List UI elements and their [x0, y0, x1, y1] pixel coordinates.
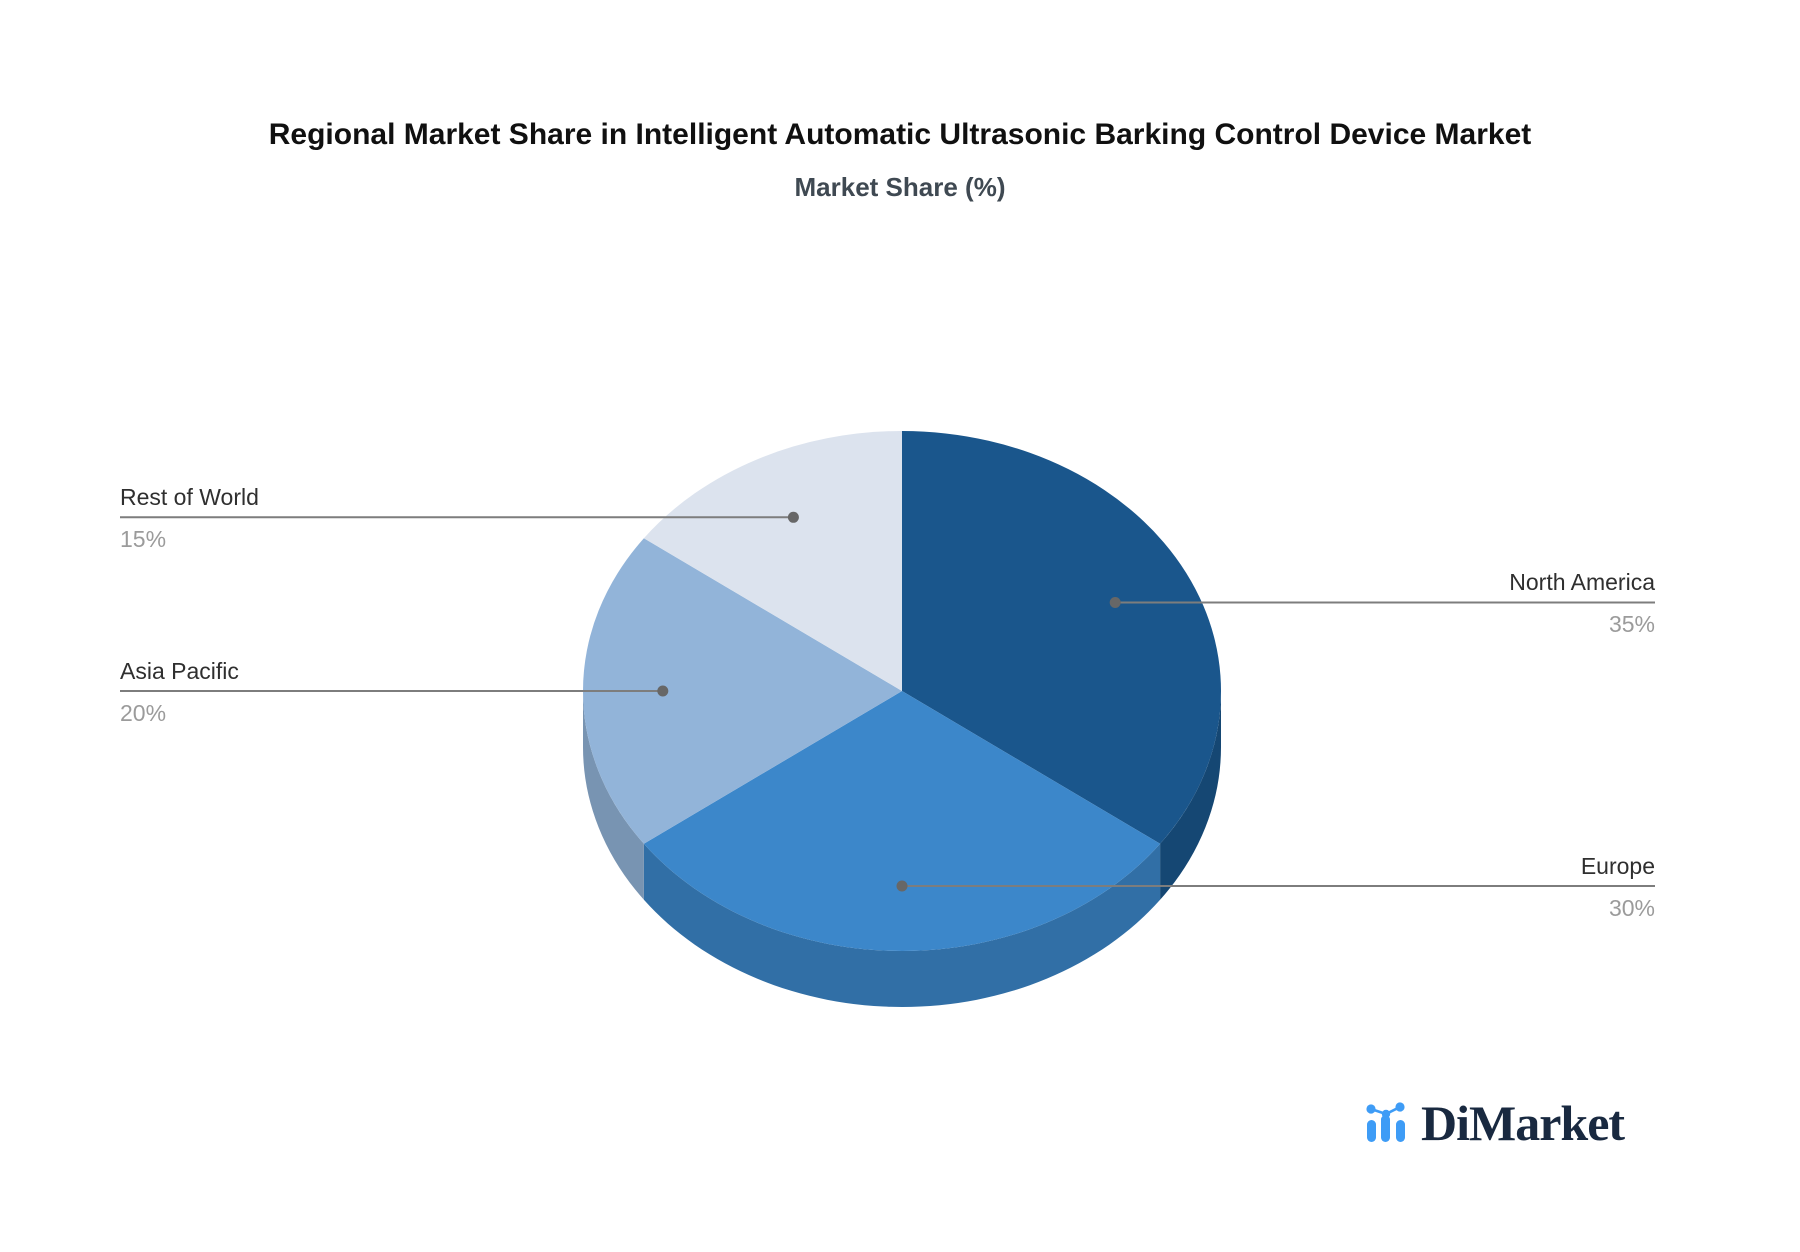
slice-label-asia-pacific: Asia Pacific: [120, 658, 239, 684]
slice-label-rest-of-world: Rest of World: [120, 484, 259, 510]
pie-slice-asia-pacific[interactable]: [582, 538, 902, 844]
leader-dot-rest-of-world: [787, 511, 799, 523]
slice-value-rest-of-world: 15%: [120, 526, 167, 552]
slice-value-asia-pacific: 20%: [120, 700, 167, 726]
chart-title: Regional Market Share in Intelligent Aut…: [268, 118, 1532, 151]
leader-dot-asia-pacific: [657, 685, 669, 697]
brand-logo: DiMarket: [1364, 1095, 1625, 1151]
leader-dot-europe: [896, 880, 908, 892]
slice-value-europe: 30%: [1608, 895, 1655, 921]
leader-dot-north-america: [1109, 597, 1121, 608]
bar-chart-logo-icon: [1366, 1102, 1405, 1142]
slice-label-europe: Europe: [1580, 853, 1655, 879]
pie-slice-rest-of-world[interactable]: [643, 431, 902, 691]
brand-logo-text: DiMarket: [1421, 1095, 1625, 1151]
slice-label-north-america: North America: [1509, 569, 1655, 595]
slice-value-north-america: 35%: [1608, 611, 1655, 637]
pie-slice-side-asia-pacific: [583, 691, 644, 900]
pie-slice-side-europe: [643, 843, 1161, 1008]
pie-slice-north-america[interactable]: [902, 431, 1222, 844]
pie-slice-side-north-america: [1160, 691, 1221, 900]
chart-subtitle: Market Share (%): [794, 172, 1006, 202]
